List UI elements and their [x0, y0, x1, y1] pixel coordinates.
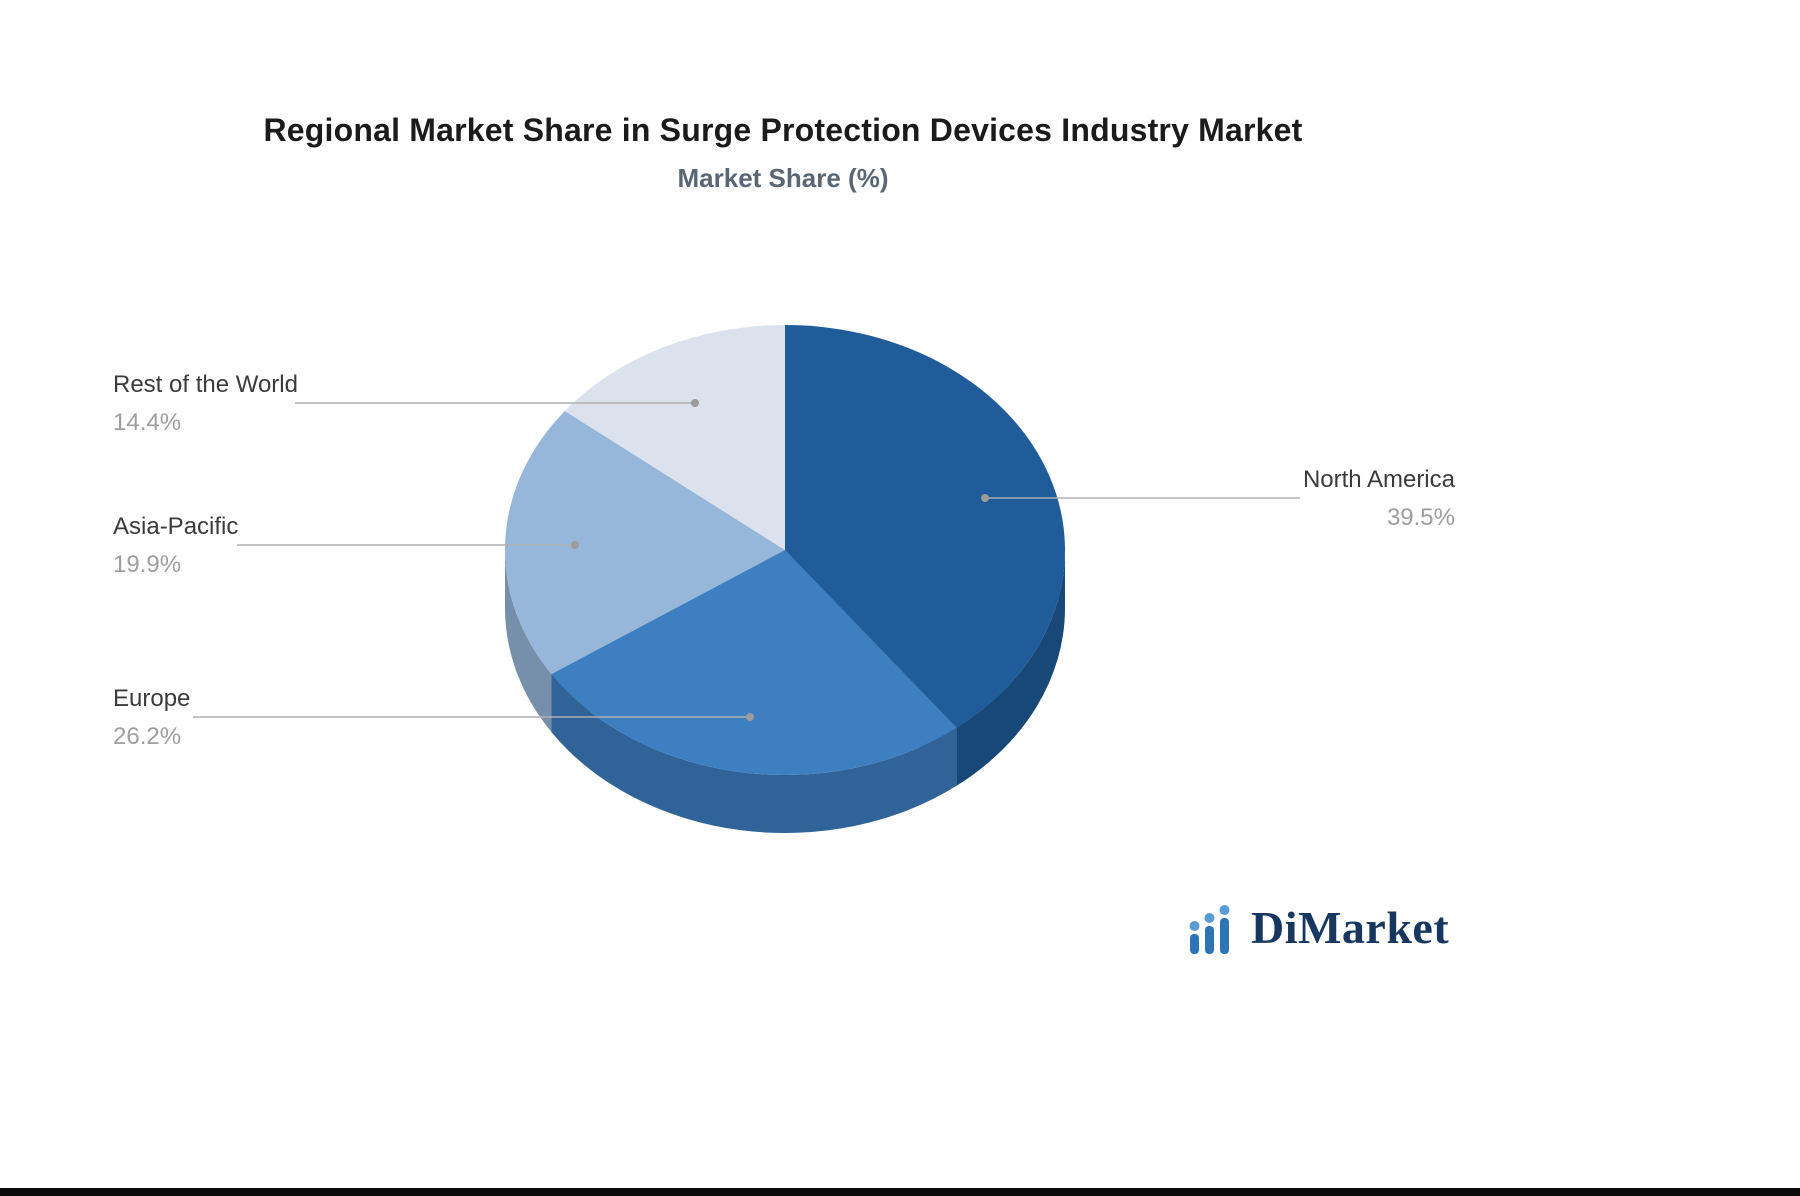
logo-text: DiMarket — [1251, 902, 1450, 953]
slice-name: Rest of the World — [113, 371, 298, 398]
leader-dot — [981, 494, 989, 502]
leader-dot — [691, 399, 699, 407]
pie-slice-side-north-america — [956, 550, 1065, 786]
pie-slice-side-asia-pacific — [505, 550, 552, 733]
pie-slice-side-europe — [551, 674, 957, 833]
chart-title: Regional Market Share in Surge Protectio… — [263, 112, 1303, 148]
slice-name: Europe — [113, 685, 191, 712]
pie-slice-rest-of-the-world[interactable] — [564, 325, 785, 550]
slice-percent: 19.9% — [113, 551, 182, 578]
slice-percent: 39.5% — [1386, 504, 1455, 531]
dimarket-logo: DiMarket — [1183, 900, 1449, 956]
slice-label-rest-of-the-world: Rest of the World 14.4% — [113, 370, 298, 438]
bottom-bar — [0, 1188, 1800, 1196]
pie-slice-north-america[interactable] — [785, 325, 1065, 728]
leader-dot — [571, 541, 579, 549]
chart-subtitle: Market Share (%) — [677, 163, 889, 193]
pie-slice-europe[interactable] — [551, 550, 957, 775]
slice-name: Asia-Pacific — [113, 513, 239, 540]
leader-dot — [746, 713, 754, 721]
slice-percent: 26.2% — [113, 723, 182, 750]
chart-header: Regional Market Share in Surge Protectio… — [0, 112, 1566, 194]
slice-label-north-america: North America 39.5% — [1303, 465, 1455, 533]
bar-chart-icon — [1189, 905, 1230, 954]
slice-label-europe: Europe 26.2% — [113, 684, 190, 752]
pie-slice-asia-pacific[interactable] — [505, 410, 785, 675]
slice-name: North America — [1302, 466, 1455, 493]
slice-percent: 14.4% — [113, 409, 182, 436]
slice-label-asia-pacific: Asia-Pacific 19.9% — [113, 512, 238, 580]
